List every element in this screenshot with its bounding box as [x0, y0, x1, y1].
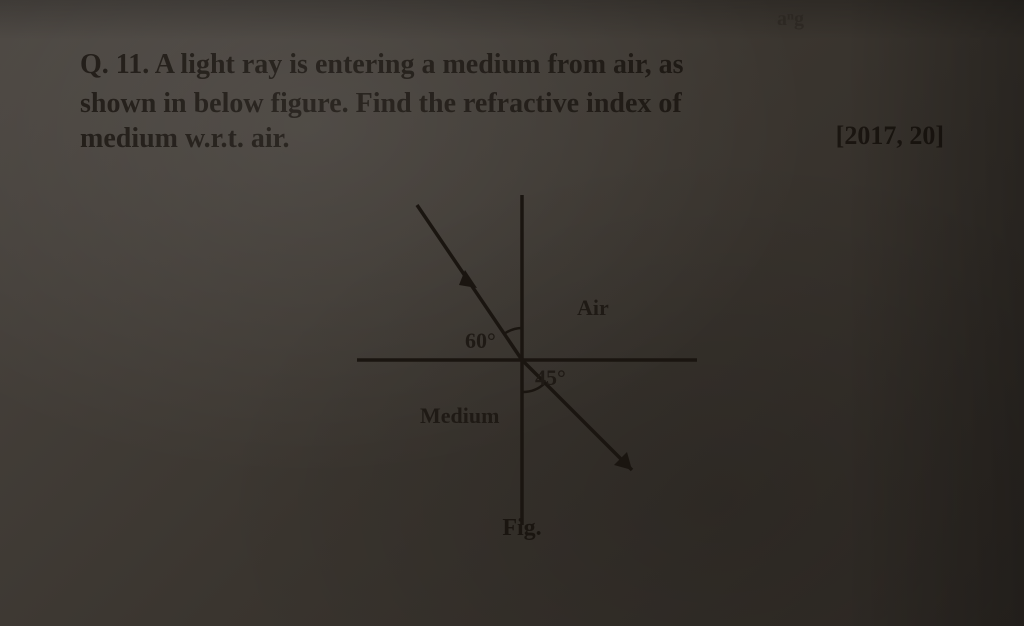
refraction-diagram: Air Medium 60° 45° Fig.: [302, 170, 742, 550]
page-container: aⁿg Q. 11. A light ray is entering a med…: [0, 0, 1024, 626]
question-line3: medium w.r.t. air.: [80, 123, 290, 155]
question-line2: shown in below figure. Find the refracti…: [80, 88, 682, 119]
question-number: Q. 11.: [80, 49, 149, 80]
figure-label: Fig.: [502, 515, 541, 542]
label-angle-45: 45°: [535, 365, 566, 391]
question-line1: A light ray is entering a medium from ai…: [155, 49, 684, 80]
label-medium: Medium: [420, 403, 499, 429]
year-tag: [2017, 20]: [836, 121, 964, 151]
shadow-top: [0, 0, 1024, 40]
angle-arc-60: [504, 328, 522, 334]
question-row: medium w.r.t. air. [2017, 20]: [80, 123, 964, 155]
question-block: Q. 11. A light ray is entering a medium …: [80, 45, 964, 123]
diagram-container: Air Medium 60° 45° Fig.: [80, 170, 964, 550]
label-air: Air: [577, 295, 609, 321]
top-fragment-text: aⁿg: [777, 8, 804, 31]
diagram-svg: [302, 170, 742, 550]
label-angle-60: 60°: [465, 328, 496, 354]
